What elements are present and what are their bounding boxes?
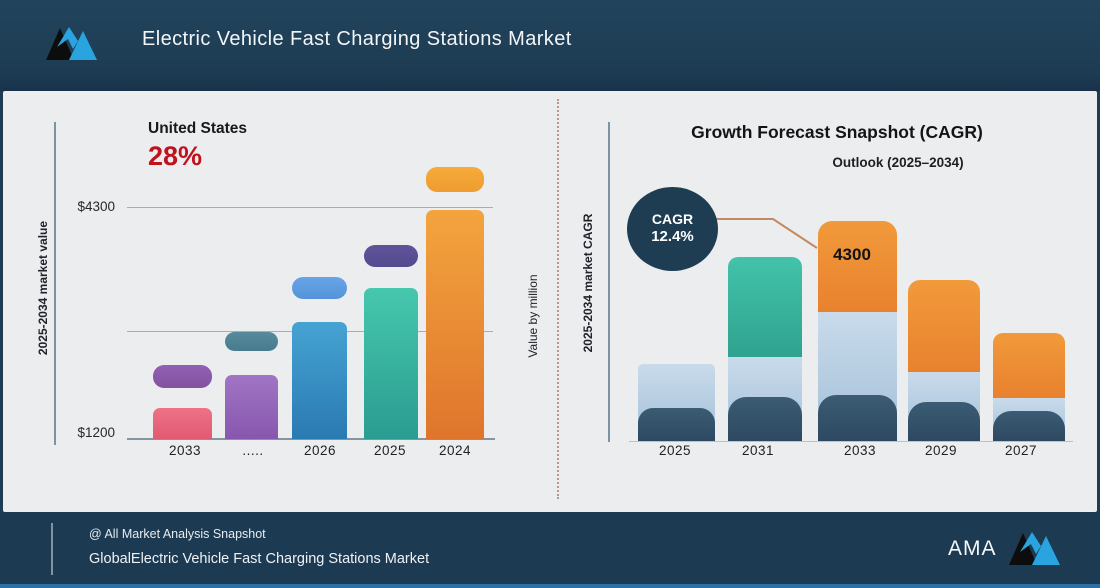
left-chart-region-label: United States — [148, 120, 248, 137]
peak-value-label: 4300 — [833, 245, 871, 264]
x-label-r-2027: 2027 — [1004, 443, 1038, 458]
footer-credit: @ All Market Analysis Snapshot — [89, 527, 266, 541]
x-label-r-2033: 2033 — [843, 443, 877, 458]
x-label-r-2029: 2029 — [924, 443, 958, 458]
footer: @ All Market Analysis Snapshot GlobalEle… — [0, 512, 1100, 588]
x-label-r-2031: 2031 — [741, 443, 775, 458]
right-chart-title: Growth Forecast Snapshot (CAGR) — [691, 122, 983, 142]
footer-divider — [51, 523, 53, 575]
right-y-axis-title: 2025-2034 market CAGR — [581, 213, 595, 353]
bar-2025 — [364, 288, 418, 439]
left-chart-growth-value: 28% — [148, 141, 203, 171]
seg-2027-top — [993, 333, 1065, 399]
left-x-axis-line — [127, 438, 495, 440]
seg-2033-top — [818, 221, 897, 313]
x-label-2026: 2026 — [303, 443, 337, 458]
bar-cap-2026 — [292, 277, 347, 299]
seg-2025-base — [638, 408, 715, 441]
ama-logo-icon — [46, 27, 97, 60]
cagr-badge-label: CAGR — [651, 210, 694, 227]
seg-2029-top — [908, 280, 980, 373]
seg-2031-top — [728, 257, 802, 358]
y-tick-1200: $1200 — [77, 425, 115, 440]
right-x-axis-line — [629, 441, 1073, 442]
bar-cap-2033 — [153, 365, 212, 388]
header: Electric Vehicle Fast Charging Stations … — [0, 0, 1100, 91]
y-tick-4300: $4300 — [77, 199, 115, 214]
footer-brand-text: AMA — [948, 537, 997, 560]
cagr-badge-value: 12.4% — [651, 228, 694, 246]
page-title: Electric Vehicle Fast Charging Stations … — [142, 28, 572, 50]
right-chart-subtitle: Outlook (2025–2034) — [832, 155, 964, 170]
x-label-dots: ..... — [242, 443, 264, 458]
bar-cap-2024 — [426, 167, 484, 192]
footer-title: GlobalElectric Vehicle Fast Charging Sta… — [89, 551, 430, 567]
gridline-4300 — [127, 207, 493, 208]
x-label-2025: 2025 — [373, 443, 407, 458]
bottom-accent-strip — [0, 584, 1100, 588]
bar-2033 — [153, 408, 212, 439]
x-label-r-2025: 2025 — [658, 443, 692, 458]
right-y-axis-line — [608, 122, 610, 442]
bar-2026 — [292, 322, 347, 439]
seg-2027-base — [993, 411, 1065, 441]
x-label-2024: 2024 — [438, 443, 472, 458]
cagr-badge: CAGR 12.4% — [627, 187, 718, 271]
left-y-axis-line — [54, 122, 56, 445]
seg-2033-base — [818, 395, 897, 441]
ama-logo-icon — [1009, 532, 1060, 565]
bar-cap-2025 — [364, 245, 418, 267]
x-label-2033: 2033 — [168, 443, 202, 458]
seg-2031-base — [728, 397, 802, 441]
bar-2024 — [426, 210, 484, 439]
seg-2029-base — [908, 402, 980, 441]
bar-dots — [225, 375, 278, 439]
value-unit-label: Value by million — [526, 274, 540, 358]
bar-cap-dots — [225, 332, 278, 351]
left-y-axis-title: 2025-2034 market value — [36, 220, 50, 356]
panel-divider — [557, 99, 559, 499]
content-panel: 2025-2034 market value United States 28%… — [3, 91, 1097, 512]
